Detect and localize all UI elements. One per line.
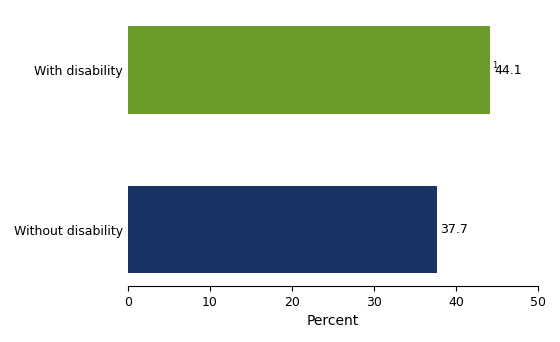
Bar	[128, 186, 437, 274]
Text: 1: 1	[492, 61, 497, 70]
X-axis label: Percent: Percent	[307, 314, 359, 328]
Text: 44.1: 44.1	[494, 64, 522, 77]
Bar	[128, 26, 489, 114]
Text: 37.7: 37.7	[440, 223, 468, 236]
